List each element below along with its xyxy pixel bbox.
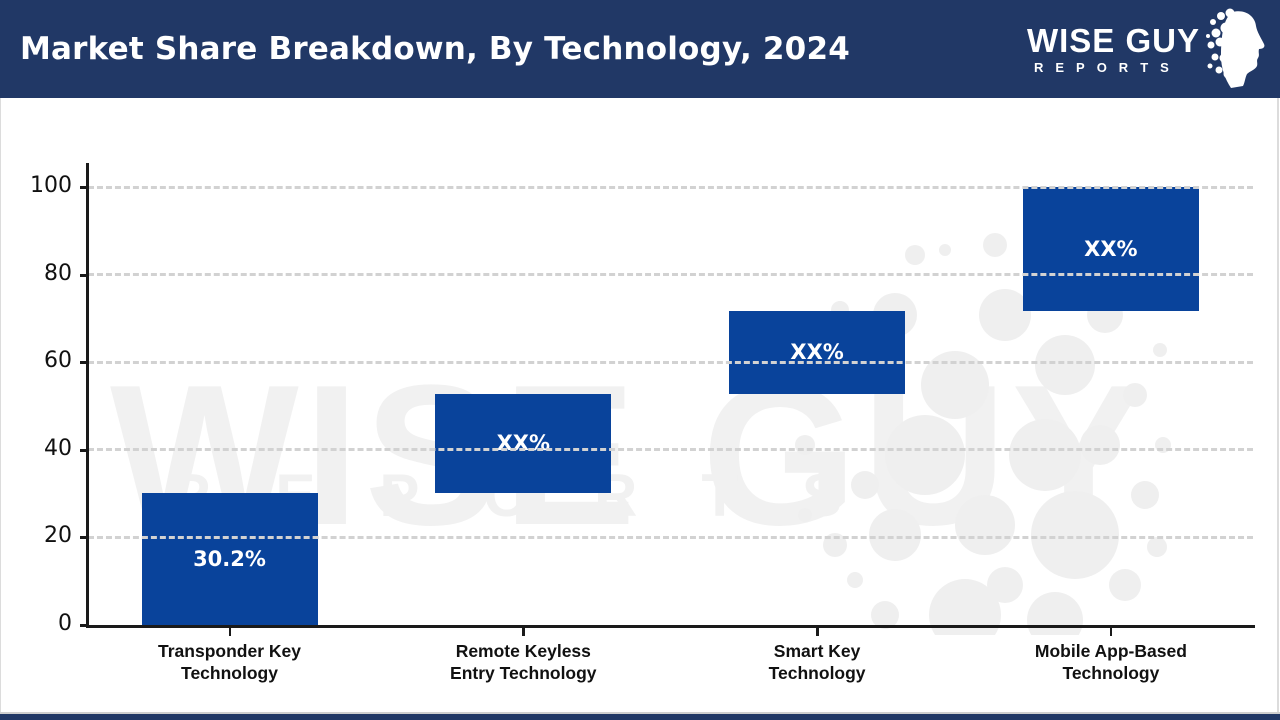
y-tick-label: 20: [44, 523, 72, 549]
bar-value-label: 30.2%: [193, 546, 266, 571]
bar: XX%: [435, 393, 612, 493]
y-tick-label: 80: [44, 260, 72, 286]
category-label: Mobile App-Based Technology: [1034, 641, 1187, 683]
gridline: [88, 360, 1253, 364]
bar-value-label: XX%: [1084, 236, 1138, 261]
y-tick-label: 60: [44, 348, 72, 374]
page-title: Market Share Breakdown, By Technology, 2…: [20, 31, 850, 67]
y-tick-label: 40: [44, 435, 72, 461]
right-border: [1277, 98, 1279, 712]
category-label: Remote Keyless Entry Technology: [450, 641, 597, 683]
gridline: [88, 535, 1253, 539]
y-tick-label: 0: [58, 611, 72, 636]
y-tick: [80, 186, 88, 189]
footer-bar: [0, 714, 1280, 720]
y-tick: [80, 361, 88, 365]
y-tick-label: 100: [30, 173, 72, 198]
bar-value-label: XX%: [496, 431, 551, 456]
y-axis-line: [86, 163, 89, 625]
logo-name: WISE GUY: [1026, 21, 1200, 59]
y-tick: [80, 536, 88, 540]
chart-area: WISE GUY REPORTS 0 20 40 60 80 100 30.2% Transp…: [0, 98, 1280, 712]
bar-value-label: XX%: [790, 340, 844, 365]
gridline: [88, 185, 1253, 189]
x-tick: [1109, 627, 1113, 636]
logo-subtitle: REPORTS: [1033, 59, 1181, 75]
bar: XX%: [1022, 187, 1199, 311]
category-label: Smart Key Technology: [768, 641, 866, 683]
gridline: [88, 448, 1253, 452]
x-tick: [522, 627, 525, 636]
category-label: Transponder Key Technology: [158, 641, 301, 683]
logo-text: WISE GUY REPORTS: [1026, 21, 1200, 75]
footer-divider: [0, 712, 1280, 714]
x-tick: [816, 627, 819, 636]
wiseguy-logo: WISE GUY REPORTS: [1027, 0, 1266, 98]
gridline: [88, 273, 1253, 277]
x-tick: [228, 627, 231, 636]
left-border: [0, 98, 1, 712]
y-tick: [80, 624, 88, 627]
bar: XX%: [729, 310, 906, 394]
header-bar: Market Share Breakdown, By Technology, 2…: [0, 0, 1280, 98]
bar: 30.2%: [141, 492, 318, 625]
y-tick: [80, 273, 88, 277]
y-tick: [80, 448, 88, 452]
x-axis-line: [86, 625, 1255, 628]
logo-face-icon: [1206, 8, 1265, 88]
